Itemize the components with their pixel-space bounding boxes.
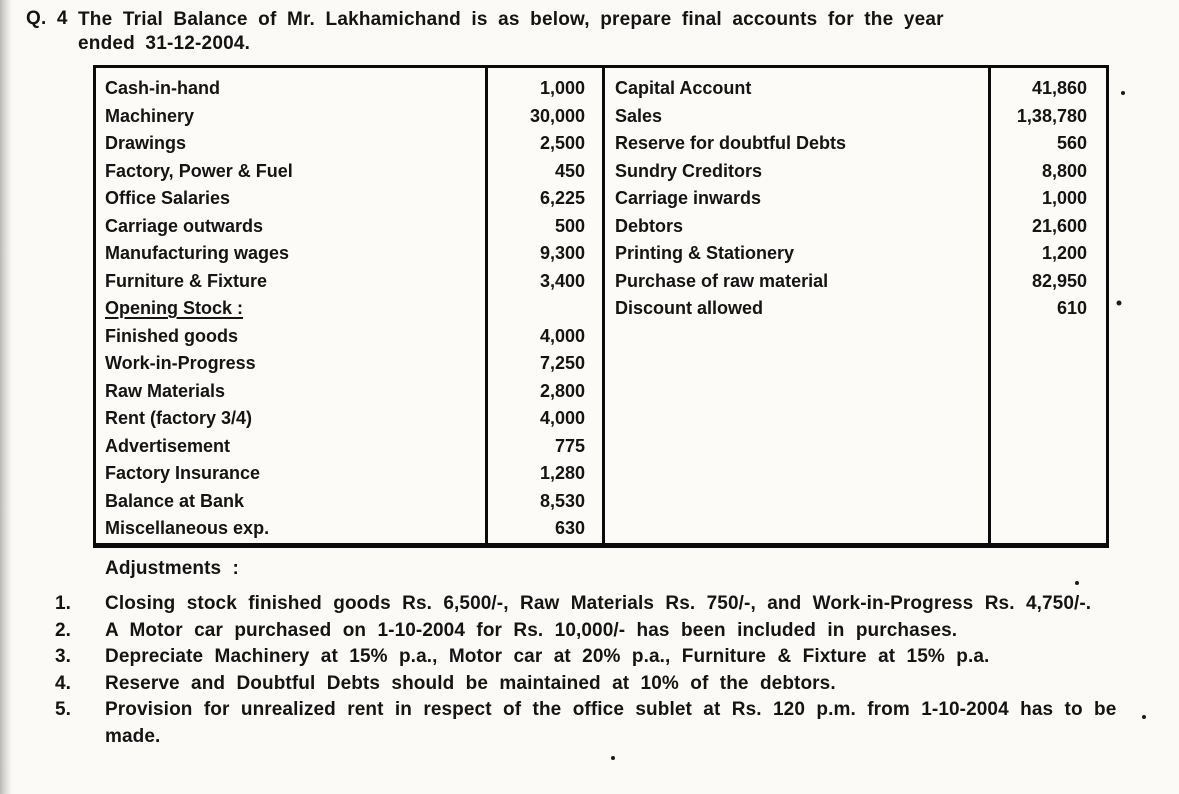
table-row-label: Factory Insurance [105, 463, 261, 483]
table-row-label: Rent (factory 3/4) [105, 408, 253, 428]
table-row-label: Work-in-Progress [105, 353, 256, 373]
question-text: The Trial Balance of Mr. Lakhamichand is… [78, 8, 1165, 56]
table-row-label: Furniture & Fixture [105, 270, 268, 291]
question-number: Q. 4 [26, 8, 68, 29]
table-row-amount: 610 [1056, 298, 1087, 318]
table-row-amount: 21,600 [1031, 215, 1087, 236]
adjustment-text: Closing stock finished goods Rs. 6,500/-… [105, 593, 1092, 614]
table-row-amount: 3,400 [539, 270, 585, 291]
table-row-label: Printing & Stationery [615, 243, 795, 263]
adjustment-item: 2. A Motor car purchased on 1-10-2004 fo… [55, 618, 1163, 645]
opening-stock-heading: Opening Stock : [105, 298, 244, 318]
table-row-label: Factory, Power & Fuel [105, 160, 293, 181]
table-row-label: Finished goods [105, 325, 238, 346]
table-row-amount: 1,280 [539, 463, 585, 483]
table-row-amount: 7,250 [539, 353, 585, 373]
table-row-label: Purchase of raw material [615, 270, 829, 291]
adjustment-number: 5. [55, 699, 72, 720]
table-row-label: Sundry Creditors [615, 160, 763, 181]
table-row-label: Advertisement [105, 435, 231, 456]
table-row-amount: 2,500 [539, 133, 585, 153]
question-text-line2: ended 31-12-2004. [78, 33, 251, 54]
table-row-amount: 8,800 [1041, 160, 1087, 181]
debit-amounts-column: 1,000 30,000 2,500 450 6,225 500 9,300 3… [485, 68, 602, 543]
table-row-label: Machinery [105, 105, 195, 126]
debit-labels-column: Cash-in-hand Machinery Drawings Factory,… [96, 68, 485, 543]
table-row-label: Capital Account [615, 78, 752, 98]
table-row-amount: 1,000 [1041, 188, 1087, 208]
table-row-amount: 1,200 [1041, 243, 1087, 263]
adjustments-heading: Adjustments : [105, 558, 239, 579]
table-row-label: Sales [615, 105, 663, 126]
question-text-line1: The Trial Balance of Mr. Lakhamichand is… [78, 9, 944, 30]
table-row-amount: 8,530 [539, 490, 585, 511]
adjustment-number: 3. [55, 646, 72, 667]
table-row-amount [488, 295, 585, 323]
table-row-amount: 41,860 [1031, 78, 1087, 98]
adjustments-section: Adjustments : 1. Closing stock finished … [55, 556, 1163, 750]
adjustment-item: 5. Provision for unrealized rent in resp… [55, 697, 1163, 750]
adjustment-item: 1. Closing stock finished goods Rs. 6,50… [55, 591, 1163, 618]
ink-speckles [0, 0, 2, 2]
table-row-label: Reserve for doubtful Debts [615, 133, 847, 153]
table-row-amount: 560 [1056, 133, 1087, 153]
adjustment-text: A Motor car purchased on 1-10-2004 for R… [105, 619, 958, 641]
table-row-amount: 4,000 [539, 325, 585, 346]
adjustment-text: Reserve and Doubtful Debts should be mai… [105, 672, 836, 694]
adjustment-number: 2. [55, 619, 72, 641]
table-row-label: Cash-in-hand [105, 78, 220, 98]
credit-amounts-column: 41,860 1,38,780 560 8,800 1,000 21,600 1… [988, 68, 1106, 543]
table-row-label: Miscellaneous exp. [105, 518, 270, 538]
credit-labels-column: Capital Account Sales Reserve for doubtf… [602, 68, 988, 543]
adjustment-item: 3. Depreciate Machinery at 15% p.a., Mot… [55, 644, 1163, 671]
adjustment-text: Provision for unrealized rent in respect… [105, 699, 1117, 747]
table-row-amount: 450 [554, 160, 585, 181]
table-row-label: Office Salaries [105, 188, 231, 208]
table-row-label: Discount allowed [615, 298, 764, 318]
table-row-amount: 4,000 [539, 408, 585, 428]
table-row-amount: 630 [554, 518, 585, 538]
table-row-amount: 82,950 [1031, 270, 1087, 291]
table-row-amount: 775 [554, 435, 585, 456]
table-row-amount: 9,300 [539, 243, 585, 263]
table-row-label: Raw Materials [105, 380, 226, 401]
table-row-amount: 1,38,780 [1016, 105, 1087, 126]
table-row-amount: 1,000 [539, 78, 585, 98]
table-row-label: Manufacturing wages [105, 243, 290, 263]
adjustment-number: 4. [55, 672, 72, 694]
table-row-label: Carriage outwards [105, 215, 264, 236]
trial-balance-table: Cash-in-hand Machinery Drawings Factory,… [93, 65, 1109, 548]
scan-edge-shadow [0, 0, 12, 794]
adjustment-item: 4. Reserve and Doubtful Debts should be … [55, 671, 1163, 698]
table-row-label: Drawings [105, 133, 187, 153]
table-row-amount: 500 [554, 215, 585, 236]
table-row-label: Balance at Bank [105, 490, 245, 511]
adjustment-number: 1. [55, 593, 72, 614]
table-row-label: Carriage inwards [615, 188, 762, 208]
table-row-amount: 2,800 [539, 380, 585, 401]
table-row-amount: 30,000 [529, 105, 585, 126]
table-row-label: Debtors [615, 215, 684, 236]
adjustment-text: Depreciate Machinery at 15% p.a., Motor … [105, 646, 990, 667]
question-title: Q. 4 The Trial Balance of Mr. Lakhamicha… [26, 8, 1165, 56]
table-row-amount: 6,225 [539, 188, 585, 208]
